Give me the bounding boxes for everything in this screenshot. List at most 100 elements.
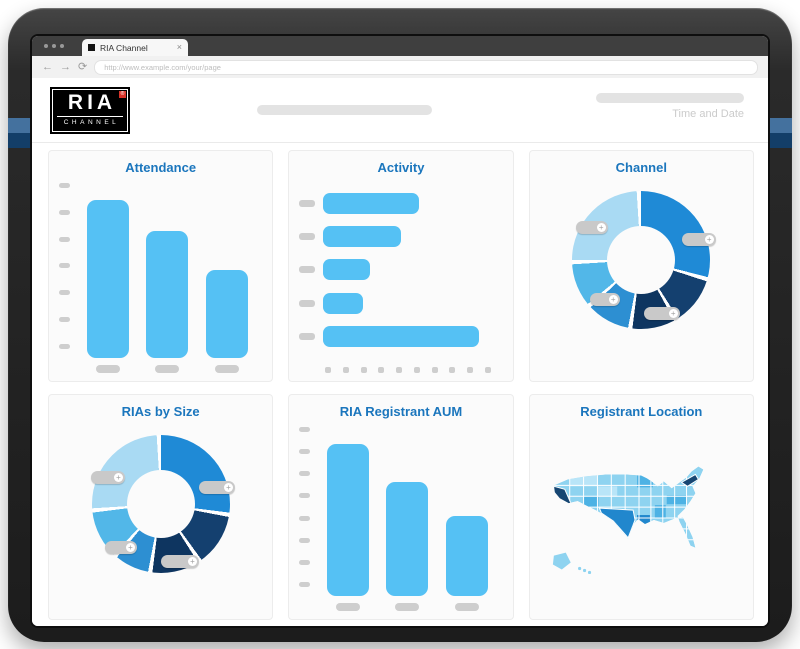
card-title: Activity	[377, 160, 425, 175]
card-ria-registrant-aum: RIA Registrant AUM	[288, 394, 514, 620]
browser-tab[interactable]: RIA Channel ×	[82, 39, 188, 56]
state-new-york	[680, 473, 700, 487]
bar	[323, 292, 364, 314]
bar-zone	[80, 179, 136, 358]
x-axis-label-pill	[155, 365, 180, 373]
tab-close-icon[interactable]: ×	[176, 42, 182, 52]
window-control-dot[interactable]	[44, 44, 48, 48]
donut-label-pill: +	[643, 307, 680, 320]
bar-zone	[139, 179, 195, 358]
x-axis-label-pill	[395, 603, 420, 611]
bar-column	[139, 179, 195, 373]
y-axis-tick	[59, 183, 70, 188]
plus-icon: +	[704, 235, 714, 244]
card-title: Registrant Location	[580, 404, 703, 419]
bar	[323, 226, 402, 248]
logo-frame: RIA CHANNEL ®	[52, 89, 128, 132]
y-axis-tick	[59, 343, 70, 349]
x-axis-tick	[431, 367, 438, 373]
region-nebraska	[597, 486, 618, 497]
window-control-dot[interactable]	[60, 44, 64, 48]
bar-column	[80, 179, 136, 373]
url-text: http://www.example.com/your/page	[104, 62, 221, 72]
plus-icon: +	[188, 557, 197, 566]
attendance-chart	[49, 177, 272, 381]
rias-by-size-donut-chart: + + + +	[49, 421, 272, 619]
y-axis	[59, 179, 70, 373]
donut-label-pill: +	[91, 471, 125, 484]
state-texas	[598, 507, 636, 539]
refresh-button[interactable]: ⟳	[78, 60, 88, 73]
ria-channel-logo[interactable]: RIA CHANNEL ®	[50, 87, 130, 134]
y-axis-tick	[59, 263, 70, 269]
plus-icon: +	[668, 309, 678, 318]
category-label-pill	[299, 332, 316, 340]
alaska-inset	[553, 552, 572, 570]
x-axis-label-pill	[95, 365, 120, 373]
y-axis-tick	[299, 559, 311, 565]
region-alabama	[655, 505, 667, 519]
y-axis-tick	[299, 493, 311, 499]
x-axis-tick	[466, 367, 473, 373]
bar-zone	[320, 423, 376, 596]
donut-label-pill: +	[161, 555, 199, 568]
bar	[205, 270, 248, 358]
bar	[86, 200, 129, 358]
bar	[446, 516, 489, 596]
header-placeholder-bar	[596, 93, 744, 103]
plus-icon: +	[224, 483, 233, 492]
card-title: RIA Registrant AUM	[339, 404, 463, 419]
bar	[323, 259, 371, 281]
donut-label-pill: +	[575, 221, 608, 234]
logo-registered-mark: ®	[119, 91, 126, 98]
bar	[326, 443, 369, 596]
card-attendance: Attendance	[48, 150, 274, 382]
x-axis-tick	[484, 367, 491, 373]
browser-window: RIA Channel × ← → ⟳ http://www.example.c…	[32, 36, 768, 626]
browser-toolbar: ← → ⟳ http://www.example.com/your/page	[32, 56, 768, 79]
plot-area	[76, 179, 258, 373]
bar	[146, 230, 189, 358]
us-map	[553, 466, 704, 575]
bar-row	[299, 259, 496, 281]
bezel-accent-stripe	[8, 133, 34, 148]
horizontal-bar-chart	[299, 181, 496, 375]
bar-track	[323, 226, 496, 248]
bar-row	[299, 325, 496, 347]
plus-icon: +	[596, 223, 606, 232]
forward-button[interactable]: →	[60, 60, 71, 73]
x-axis-tick	[343, 367, 350, 373]
back-button[interactable]: ←	[42, 60, 53, 73]
page-content: RIA CHANNEL ® Time and Date Attendance	[32, 78, 768, 626]
y-axis-tick	[59, 236, 70, 242]
bar-column	[379, 423, 435, 611]
card-title: Attendance	[125, 160, 197, 175]
window-control-dot[interactable]	[52, 44, 56, 48]
bar-chart	[59, 179, 258, 373]
channel-donut-chart: + + + +	[530, 177, 753, 381]
hawaii-inset	[588, 570, 592, 575]
x-axis-tick	[449, 367, 456, 373]
bar-row	[299, 193, 496, 215]
bar	[323, 325, 480, 347]
y-axis-tick	[59, 209, 70, 215]
url-input[interactable]: http://www.example.com/your/page	[94, 59, 758, 75]
category-label-pill	[299, 299, 316, 307]
y-axis-tick	[299, 471, 311, 477]
y-axis-tick	[299, 449, 311, 455]
tab-title: RIA Channel	[100, 42, 148, 53]
bar-zone	[439, 423, 495, 596]
x-axis-label-pill	[455, 603, 480, 611]
donut-ring	[572, 191, 711, 329]
card-activity: Activity	[288, 150, 514, 382]
card-title: Channel	[615, 160, 667, 175]
logo-main-text: RIA	[67, 91, 117, 114]
logo-sub-text: CHANNEL	[56, 116, 124, 126]
favicon-icon	[88, 44, 95, 51]
ria-registrant-aum-chart	[289, 421, 512, 619]
category-label-pill	[299, 266, 316, 274]
y-axis-tick	[59, 290, 70, 296]
x-axis-tick	[360, 367, 367, 373]
hawaii-inset	[578, 566, 582, 571]
bezel-accent-stripe	[766, 118, 792, 133]
